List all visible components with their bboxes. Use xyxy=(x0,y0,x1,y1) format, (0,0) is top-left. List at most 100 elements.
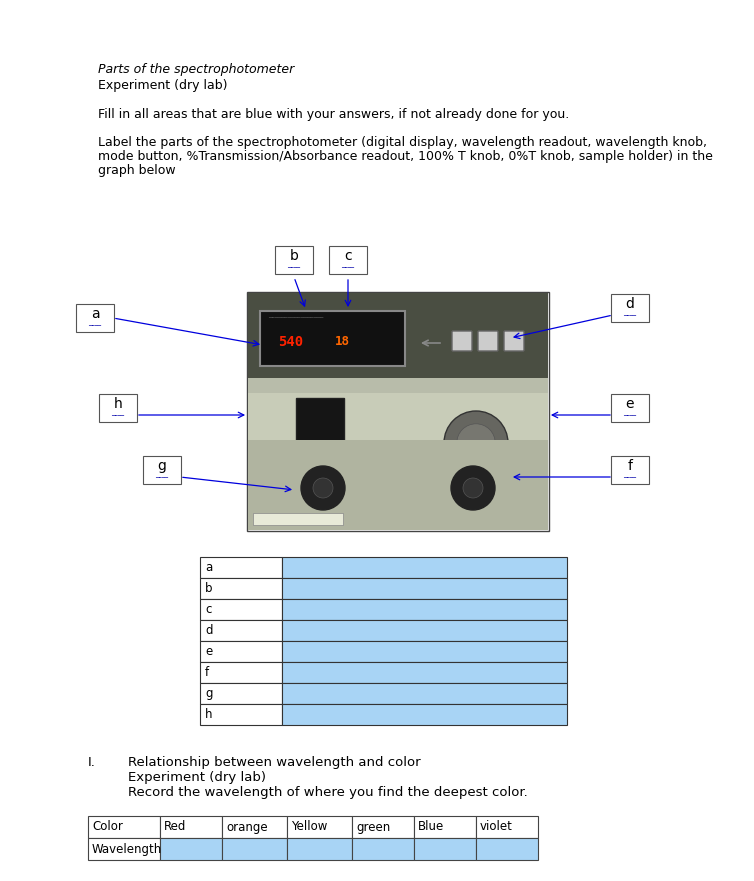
Text: ─────────────────: ───────────────── xyxy=(268,316,323,322)
Text: Red: Red xyxy=(164,820,186,833)
Text: f: f xyxy=(627,459,633,473)
Text: f: f xyxy=(205,666,209,679)
Text: ────: ──── xyxy=(155,477,168,482)
Circle shape xyxy=(463,478,483,498)
Bar xyxy=(200,557,282,578)
FancyBboxPatch shape xyxy=(452,331,472,351)
Bar xyxy=(282,557,567,578)
Bar xyxy=(222,816,287,838)
Bar xyxy=(76,304,114,332)
Text: ────: ──── xyxy=(287,266,301,271)
Text: graph below: graph below xyxy=(98,164,176,177)
Text: Experiment (dry lab): Experiment (dry lab) xyxy=(98,79,228,92)
Text: Relationship between wavelength and color: Relationship between wavelength and colo… xyxy=(128,756,421,769)
Bar xyxy=(296,398,344,488)
Bar xyxy=(200,704,282,725)
Bar xyxy=(200,620,282,641)
Bar xyxy=(287,838,352,860)
Bar xyxy=(282,704,567,725)
Text: orange: orange xyxy=(226,820,268,833)
FancyBboxPatch shape xyxy=(504,331,524,351)
Bar xyxy=(282,620,567,641)
Bar xyxy=(88,816,160,838)
Bar xyxy=(476,816,538,838)
Bar xyxy=(282,578,567,599)
Bar xyxy=(352,838,414,860)
Circle shape xyxy=(313,478,333,498)
Bar xyxy=(260,311,405,366)
Text: violet: violet xyxy=(480,820,513,833)
Bar xyxy=(248,380,548,388)
Bar xyxy=(200,683,282,704)
Text: Label the parts of the spectrophotometer (digital display, wavelength readout, w: Label the parts of the spectrophotometer… xyxy=(98,136,707,149)
Bar xyxy=(476,838,538,860)
Bar xyxy=(414,816,476,838)
Text: d: d xyxy=(205,624,213,637)
Text: mode button, %Transmission/Absorbance readout, 100% T knob, 0%T knob, sample hol: mode button, %Transmission/Absorbance re… xyxy=(98,150,713,163)
Bar xyxy=(248,293,548,530)
Bar xyxy=(287,816,352,838)
Text: b: b xyxy=(290,249,299,263)
Text: d: d xyxy=(626,297,634,311)
Bar xyxy=(248,440,548,530)
Circle shape xyxy=(444,411,508,475)
Bar xyxy=(248,388,548,508)
Text: g: g xyxy=(158,459,167,473)
Text: b: b xyxy=(205,582,213,595)
Text: Record the wavelength of where you find the deepest color.: Record the wavelength of where you find … xyxy=(128,786,528,799)
Circle shape xyxy=(301,466,345,510)
Text: a: a xyxy=(205,561,212,574)
Text: 18: 18 xyxy=(335,335,350,348)
Bar xyxy=(611,394,649,422)
Text: Blue: Blue xyxy=(418,820,444,833)
Bar xyxy=(352,816,414,838)
Bar xyxy=(160,838,222,860)
Text: Experiment (dry lab): Experiment (dry lab) xyxy=(128,771,266,784)
Text: h: h xyxy=(205,708,213,721)
Bar xyxy=(282,641,567,662)
Bar xyxy=(611,294,649,322)
Bar xyxy=(611,456,649,484)
Text: ────: ──── xyxy=(112,414,124,419)
Bar xyxy=(414,838,476,860)
Bar xyxy=(200,578,282,599)
Text: green: green xyxy=(356,820,391,833)
Text: 540: 540 xyxy=(278,335,303,349)
Text: g: g xyxy=(205,687,213,700)
Bar xyxy=(200,599,282,620)
Bar xyxy=(200,641,282,662)
Text: c: c xyxy=(205,603,211,616)
Text: e: e xyxy=(205,645,212,658)
Text: Parts of the spectrophotometer: Parts of the spectrophotometer xyxy=(98,63,294,76)
Bar xyxy=(248,378,548,393)
Bar xyxy=(308,474,316,480)
Text: ────: ──── xyxy=(624,414,636,419)
Bar xyxy=(282,599,567,620)
Bar xyxy=(247,292,549,531)
Bar xyxy=(160,816,222,838)
Text: e: e xyxy=(626,397,634,411)
Text: Color: Color xyxy=(92,820,123,833)
Text: ────: ──── xyxy=(88,324,102,329)
Bar xyxy=(200,662,282,683)
Circle shape xyxy=(451,466,495,510)
Bar xyxy=(248,293,548,388)
Bar xyxy=(88,838,160,860)
Text: c: c xyxy=(344,249,352,263)
Text: Yellow: Yellow xyxy=(291,820,327,833)
Bar xyxy=(275,246,313,274)
Bar xyxy=(253,513,343,525)
FancyBboxPatch shape xyxy=(478,331,498,351)
Circle shape xyxy=(457,424,495,463)
Bar xyxy=(99,394,137,422)
Bar xyxy=(282,662,567,683)
Text: I.: I. xyxy=(88,756,96,769)
Bar xyxy=(282,683,567,704)
Bar xyxy=(329,246,367,274)
Text: ────: ──── xyxy=(624,315,636,320)
Text: ────: ──── xyxy=(624,477,636,482)
Text: h: h xyxy=(114,397,122,411)
Text: a: a xyxy=(90,307,100,321)
Text: ────: ──── xyxy=(342,266,354,271)
Text: Wavelength: Wavelength xyxy=(92,842,162,855)
